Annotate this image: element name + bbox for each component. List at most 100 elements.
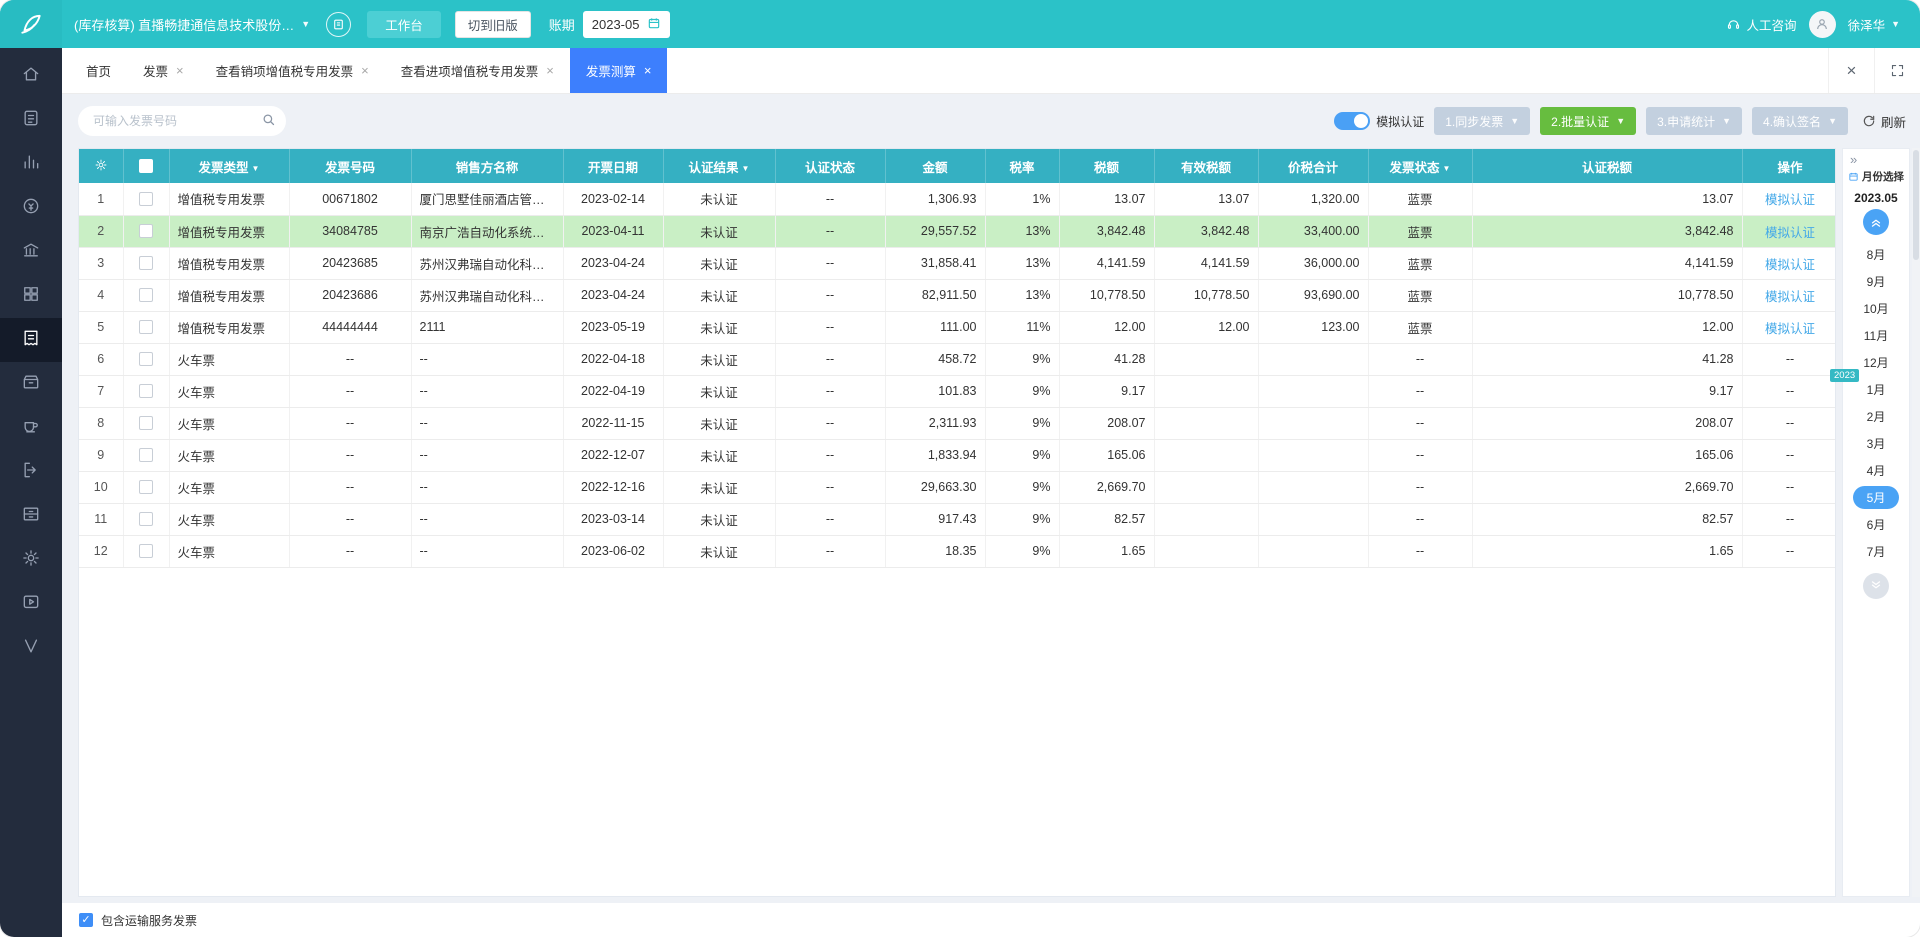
tab-active[interactable]: 发票测算 ×	[569, 48, 668, 93]
table-row[interactable]: 3 增值税专用发票20423685苏州汉弗瑞自动化科技有限…2023-04-24未…	[79, 247, 1835, 280]
row-checkbox[interactable]	[139, 544, 153, 559]
sort-caret-icon[interactable]: ▼	[741, 163, 750, 173]
month-item[interactable]: 1月	[1866, 383, 1886, 397]
row-checkbox[interactable]	[139, 352, 153, 367]
sidebar-item-settings[interactable]	[0, 538, 62, 582]
period-picker[interactable]: 2023-05	[582, 10, 671, 38]
row-checkbox[interactable]	[139, 224, 153, 239]
sidebar-item-service[interactable]	[0, 406, 62, 450]
row-checkbox[interactable]	[139, 416, 153, 431]
sidebar-item-modules[interactable]	[0, 274, 62, 318]
col-header-seller[interactable]: 销售方名称	[411, 149, 564, 183]
sidebar-item-training[interactable]	[0, 582, 62, 626]
table-row[interactable]: 11 火车票 -- -- 2023-03-14 未认证 -- 917.43 9% 82.57 -- 8…	[79, 503, 1835, 536]
sidebar-item-invoice[interactable]	[0, 318, 62, 362]
month-item[interactable]: 6月	[1866, 518, 1886, 532]
simulate-cert-link[interactable]: 模拟认证	[1764, 289, 1815, 304]
row-checkbox[interactable]	[139, 384, 153, 399]
action-button-3[interactable]: 3.申请统计 ▼	[1646, 107, 1743, 135]
sidebar-item-checkout[interactable]	[0, 450, 62, 494]
table-row[interactable]: 8 火车票 -- -- 2022-11-15 未认证 -- 2,311.93 9% 208.07-…	[79, 407, 1835, 440]
notebook-icon[interactable]	[326, 11, 352, 37]
sidebar-item-funds[interactable]	[0, 186, 62, 230]
row-checkbox[interactable]	[139, 320, 153, 335]
table-row[interactable]: 6 火车票 -- -- 2022-04-18 未认证 -- 458.72 9% 41.28 -- 41…	[79, 343, 1835, 376]
month-item[interactable]: 9月	[1866, 275, 1886, 289]
month-item[interactable]: 11月	[1863, 329, 1889, 343]
table-settings-icon[interactable]	[79, 149, 124, 183]
sort-caret-icon[interactable]: ▼	[1442, 163, 1451, 173]
search-icon[interactable]	[261, 112, 276, 132]
col-header-date[interactable]: 开票日期	[563, 149, 664, 183]
table-row[interactable]: 5 增值税专用发票 44444444 2111 2023-05-19 未认证 -- 111.0…	[79, 311, 1835, 344]
month-item[interactable]: 10月	[1863, 302, 1889, 316]
table-row[interactable]: 2 增值税专用发票34084785南京广浩自动化系统有限责…2023-04-11未…	[79, 215, 1835, 248]
col-header-type[interactable]: 发票类型 ▼	[169, 149, 290, 183]
col-header-rate[interactable]: 税率	[985, 149, 1060, 183]
month-item[interactable]: 4月	[1866, 464, 1886, 478]
month-item[interactable]: 12月	[1863, 356, 1889, 370]
month-item[interactable]: 2月	[1866, 410, 1886, 424]
select-all-checkbox[interactable]	[139, 159, 153, 174]
tab-close-icon[interactable]: ×	[361, 63, 369, 78]
sidebar-item-home[interactable]	[0, 54, 62, 98]
table-row[interactable]: 10 火车票 -- -- 2022-12-16 未认证 -- 29,663.30 9% 2,669…	[79, 471, 1835, 504]
sidebar-item-brand[interactable]	[0, 626, 62, 670]
search-input[interactable]	[78, 106, 286, 136]
action-button-1[interactable]: 1.同步发票 ▼	[1434, 107, 1531, 135]
user-avatar[interactable]	[1808, 10, 1836, 38]
simulate-cert-link[interactable]: 模拟认证	[1764, 321, 1815, 336]
row-checkbox[interactable]	[139, 448, 153, 463]
tab-close-icon[interactable]: ×	[176, 63, 184, 78]
simulate-cert-toggle[interactable]	[1334, 112, 1371, 130]
tab-item[interactable]: 发票 ×	[127, 48, 200, 93]
tab-item[interactable]: 查看销项增值税专用发票 ×	[200, 48, 385, 93]
simulate-cert-link[interactable]: 模拟认证	[1764, 225, 1815, 240]
col-header-no[interactable]: 发票号码	[289, 149, 412, 183]
row-checkbox[interactable]	[139, 512, 153, 527]
month-item-selected[interactable]: 5月	[1853, 486, 1899, 509]
col-header-result[interactable]: 认证结果 ▼	[663, 149, 776, 183]
fullscreen-icon[interactable]	[1874, 48, 1920, 93]
col-header-status[interactable]: 认证状态	[775, 149, 886, 183]
tab-close-icon[interactable]: ×	[546, 63, 554, 78]
scrollbar-thumb[interactable]	[1913, 150, 1919, 260]
sidebar-item-tax[interactable]	[0, 230, 62, 274]
col-header-inv_status[interactable]: 发票状态 ▼	[1368, 149, 1473, 183]
scroll-months-down-button[interactable]	[1863, 573, 1889, 599]
table-row[interactable]: 12 火车票 -- -- 2023-06-02 未认证 -- 18.35 9% 1.65 -- 1.6…	[79, 535, 1835, 568]
scroll-months-up-button[interactable]	[1863, 209, 1889, 235]
tab-item[interactable]: 首页	[70, 48, 127, 93]
tab-close-icon[interactable]: ×	[643, 63, 652, 78]
refresh-button[interactable]: 刷新	[1862, 112, 1906, 131]
vertical-scrollbar[interactable]	[1912, 148, 1920, 897]
row-checkbox[interactable]	[139, 288, 153, 303]
user-menu[interactable]: 徐泽华 ▼	[1848, 15, 1900, 34]
action-button-4[interactable]: 4.确认签名 ▼	[1752, 107, 1848, 135]
row-checkbox[interactable]	[139, 480, 153, 495]
switch-version-button[interactable]: 切到旧版	[454, 10, 531, 38]
action-button-2[interactable]: 2.批量认证 ▼	[1540, 107, 1637, 135]
col-header-total[interactable]: 价税合计	[1258, 149, 1369, 183]
sidebar-item-assets[interactable]	[0, 362, 62, 406]
tab-item[interactable]: 查看进项增值税专用发票 ×	[385, 48, 570, 93]
sidebar-item-reports[interactable]	[0, 142, 62, 186]
sidebar-item-archive[interactable]	[0, 494, 62, 538]
col-header-valid_tax[interactable]: 有效税额	[1154, 149, 1259, 183]
row-checkbox[interactable]	[139, 192, 153, 207]
panel-collapse-icon[interactable]: »	[1850, 152, 1858, 167]
sidebar-item-vouchers[interactable]	[0, 98, 62, 142]
table-row[interactable]: 9 火车票 -- -- 2022-12-07 未认证 -- 1,833.94 9% 165.06-…	[79, 439, 1835, 472]
month-item[interactable]: 8月	[1866, 248, 1886, 262]
table-row[interactable]: 1 增值税专用发票00671802厦门思墅佳丽酒店管理有限…2023-02-14未…	[79, 183, 1835, 216]
company-selector[interactable]: (库存核算) 直播畅捷通信息技术股份… ▼	[74, 15, 310, 34]
support-button[interactable]: 人工咨询	[1726, 15, 1797, 34]
sort-caret-icon[interactable]: ▼	[251, 163, 260, 173]
simulate-cert-link[interactable]: 模拟认证	[1764, 257, 1815, 272]
col-header-tax[interactable]: 税额	[1059, 149, 1155, 183]
month-item[interactable]: 3月	[1866, 437, 1886, 451]
col-header-action[interactable]: 操作	[1742, 149, 1835, 183]
table-row[interactable]: 7 火车票 -- -- 2022-04-19 未认证 -- 101.83 9% 9.17 -- 9.1…	[79, 375, 1835, 408]
transport-invoice-checkbox[interactable]: ✓	[79, 913, 93, 927]
table-row[interactable]: 4 增值税专用发票20423686苏州汉弗瑞自动化科技有限…2023-04-24未…	[79, 279, 1835, 312]
